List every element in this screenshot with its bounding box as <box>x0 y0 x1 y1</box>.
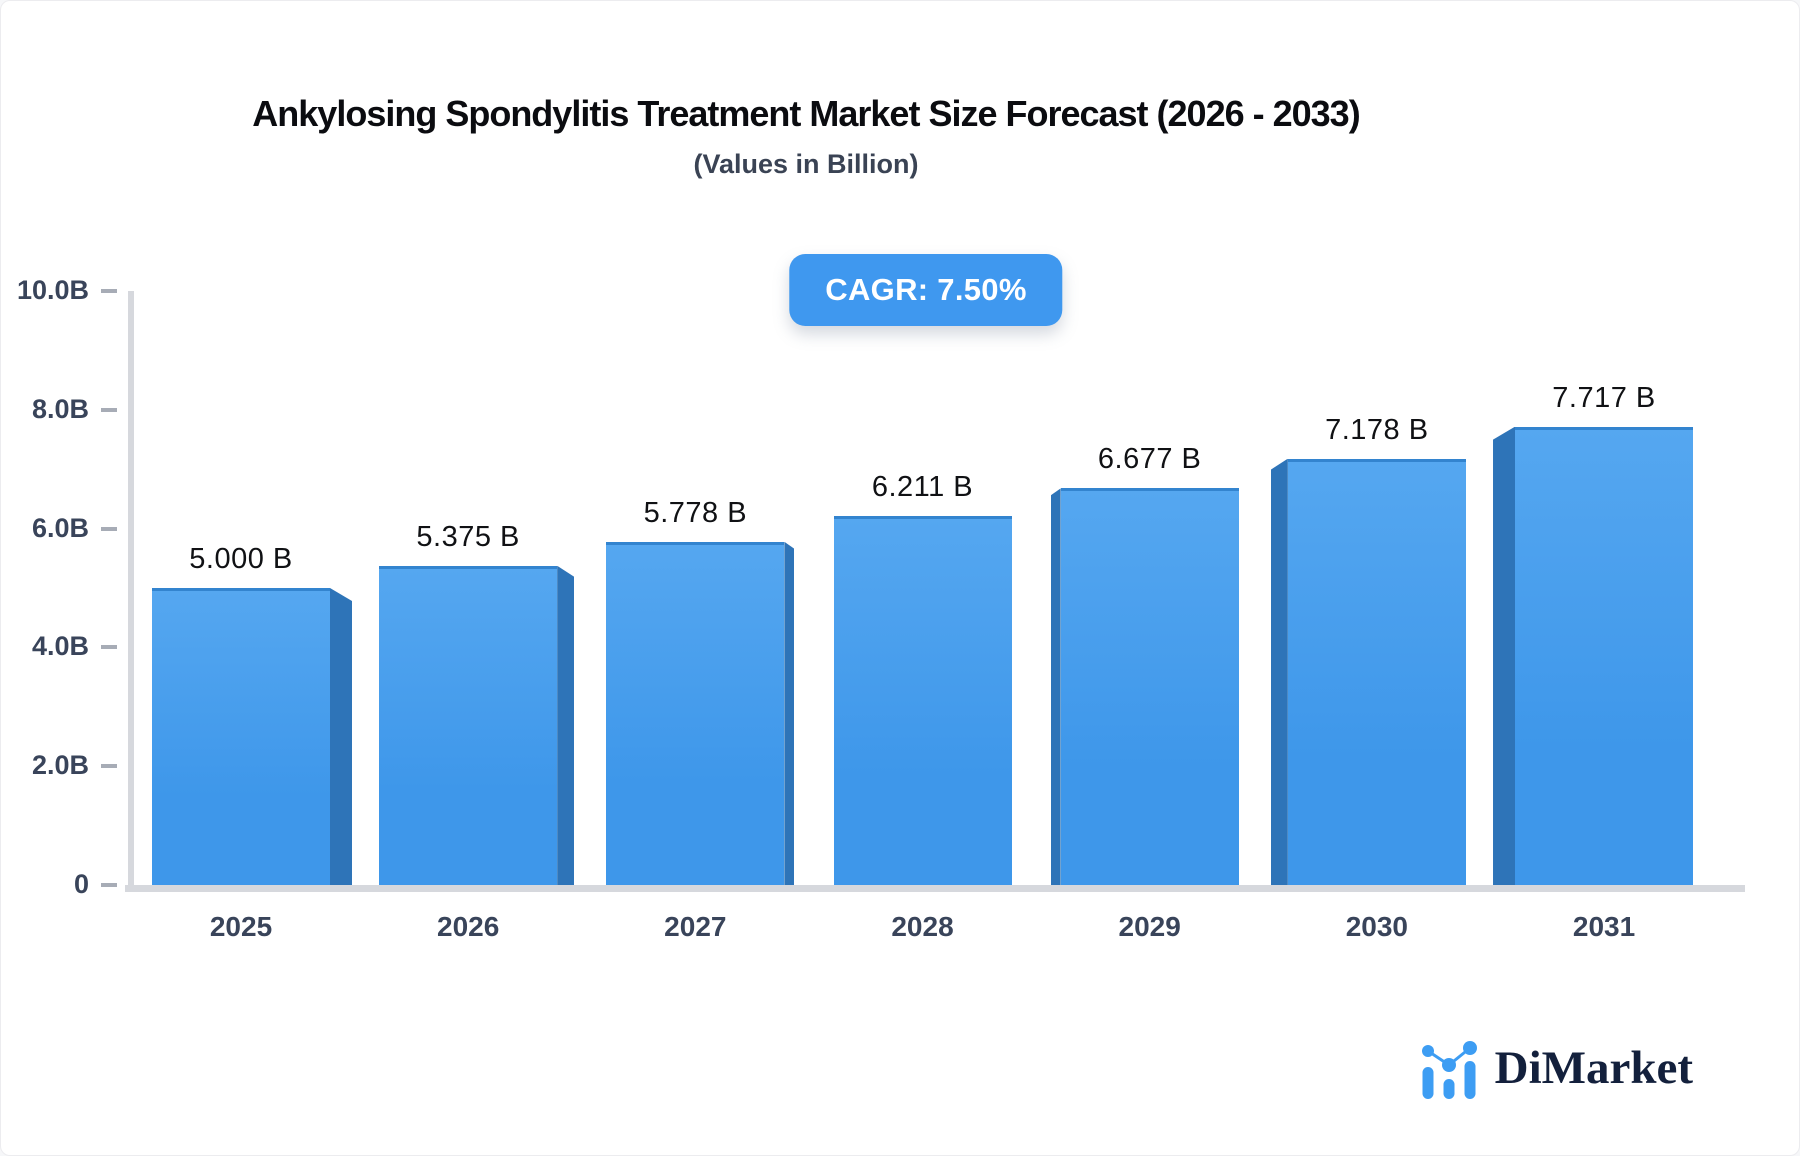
y-tick-label: 2.0B <box>31 750 89 781</box>
y-tick-dash <box>101 526 117 531</box>
x-axis-label-2025: 2025 <box>209 911 273 942</box>
chart-subtitle: (Values in Billion) <box>693 149 919 179</box>
y-tick-dash <box>101 289 117 293</box>
x-axis-label-2028: 2028 <box>891 911 954 942</box>
bar-3d-side <box>1493 426 1516 885</box>
x-axis-label-2029: 2029 <box>1118 911 1181 942</box>
bar-value-label: 5.375 B <box>416 520 520 553</box>
bar-2025 <box>152 588 330 885</box>
brand-name: DiMarket <box>1494 1041 1693 1094</box>
y-tick-dash <box>101 645 117 650</box>
bar-value-label: 5.778 B <box>643 496 748 529</box>
y-tick-label: 6.0B <box>31 512 89 543</box>
x-axis-label-2031: 2031 <box>1572 911 1636 942</box>
y-axis-line <box>128 291 134 889</box>
x-axis-line <box>125 885 1745 892</box>
bar-2029 <box>1060 488 1239 885</box>
y-tick-label: 4.0B <box>31 631 89 662</box>
bar-2027 <box>606 541 785 885</box>
bar-value-label: 6.677 B <box>1097 443 1202 476</box>
cagr-badge: CAGR: 7.50% <box>789 254 1063 326</box>
bar-2031 <box>1515 426 1694 885</box>
x-axis-label-2030: 2030 <box>1345 911 1408 942</box>
bar-3d-side <box>1050 488 1061 885</box>
bar-2030 <box>1287 458 1466 885</box>
y-tick-dash <box>101 764 117 769</box>
y-tick-label: 10.0B <box>16 275 89 305</box>
bar-2026 <box>379 565 558 885</box>
bar-value-label: 7.717 B <box>1552 381 1656 414</box>
brand-logo: DiMarket <box>1417 1037 1693 1103</box>
bar-2028 <box>833 516 1012 885</box>
bar-line-chart-icon <box>1417 1037 1481 1103</box>
bar-3d-side <box>784 541 795 885</box>
y-tick-label: 0 <box>73 869 89 899</box>
bar-3d-side <box>557 565 575 885</box>
chart-title: Ankylosing Spondylitis Treatment Market … <box>252 93 1360 134</box>
x-axis-label-2027: 2027 <box>664 911 727 942</box>
y-tick-dash <box>101 407 117 412</box>
bar-value-label: 5.000 B <box>189 543 293 575</box>
x-axis-label-2026: 2026 <box>437 911 500 942</box>
bar-3d-side <box>1270 458 1288 885</box>
y-tick-label: 8.0B <box>31 393 89 424</box>
y-tick-dash <box>101 883 117 887</box>
bar-3d-side <box>330 588 352 885</box>
bar-value-label: 6.211 B <box>871 471 974 504</box>
bar-value-label: 7.178 B <box>1325 413 1429 446</box>
